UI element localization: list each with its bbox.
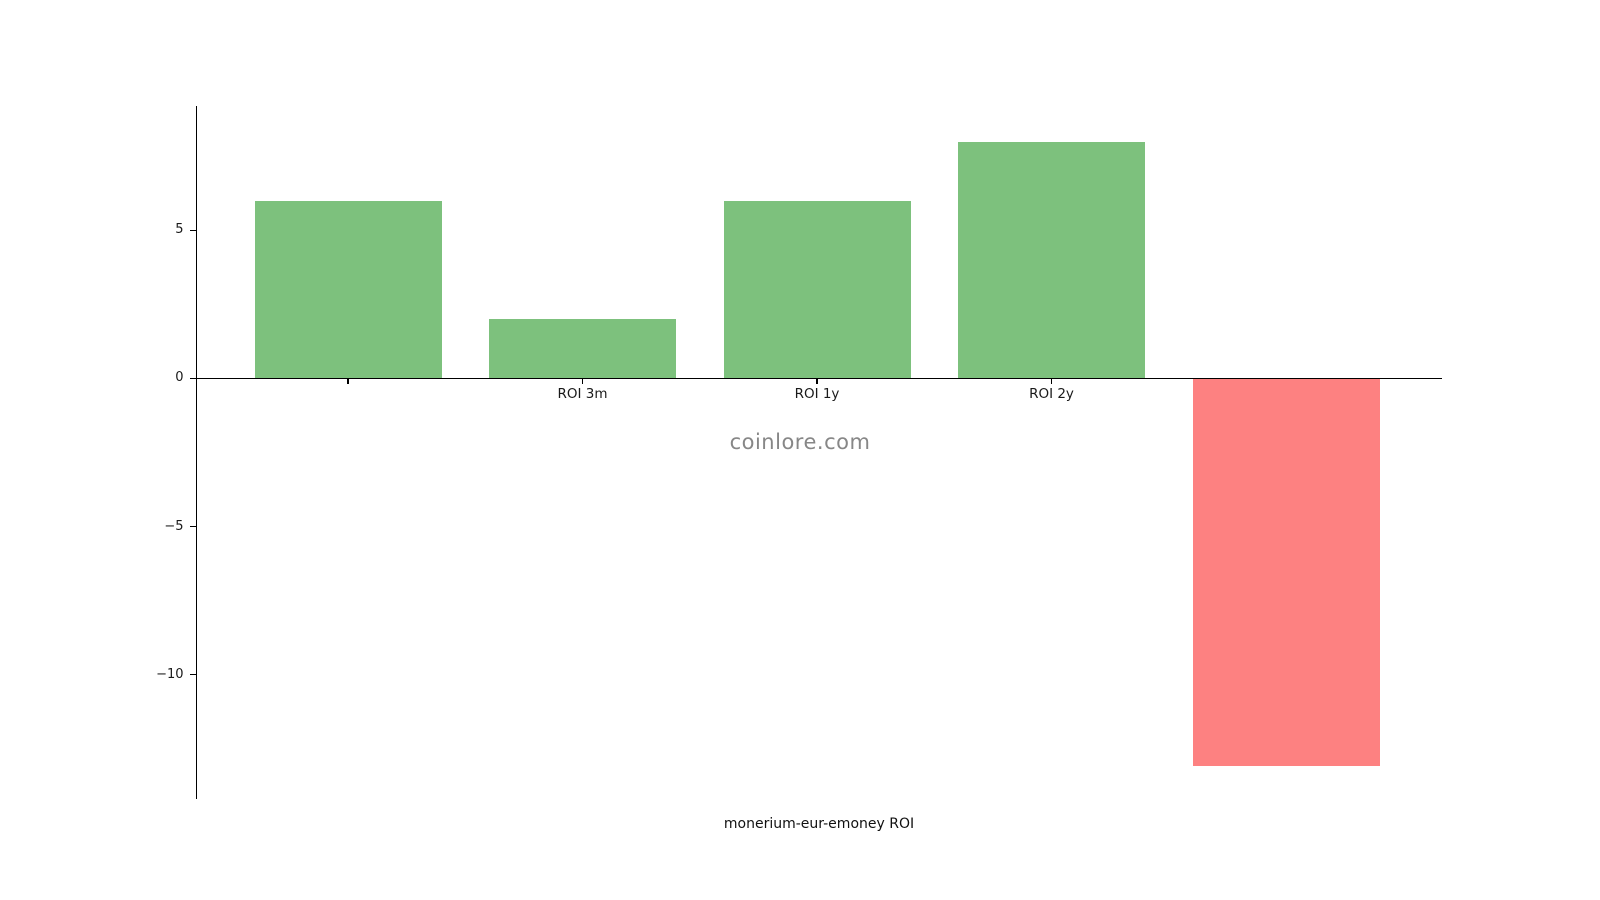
y-tick-label-0: 0 (175, 370, 184, 386)
x-tick-mark-4 (1050, 378, 1053, 385)
bar-roi-2y (958, 141, 1145, 379)
x-tick-mark-1 (347, 378, 349, 385)
y-tick-mark--5 (189, 525, 197, 528)
bar-roi-3m (489, 319, 676, 379)
watermark-text: coinlore.com (729, 430, 871, 454)
x-axis-zero-line (195, 377, 1442, 380)
x-tick-label-roi-2y: ROI 2y (1029, 386, 1074, 403)
bar-bar-5 (1192, 378, 1380, 767)
y-tick-mark-0 (189, 377, 197, 380)
bar-bar-1 (254, 200, 442, 379)
x-tick-mark-3 (816, 378, 818, 385)
x-tick-label-roi-1y: ROI 1y (794, 386, 840, 403)
chart-xlabel: monerium-eur-emoney ROI (723, 816, 915, 832)
y-axis-line (195, 106, 198, 799)
y-tick-mark--10 (189, 673, 197, 676)
bar-roi-1y (723, 200, 911, 379)
y-tick-label--5: −5 (164, 518, 184, 534)
x-tick-mark-2 (581, 378, 584, 385)
y-tick-mark-5 (189, 229, 197, 232)
y-tick-label-5: 5 (175, 222, 184, 238)
y-tick-label--10: −10 (156, 666, 184, 682)
x-tick-label-roi-3m: ROI 3m (557, 386, 608, 403)
